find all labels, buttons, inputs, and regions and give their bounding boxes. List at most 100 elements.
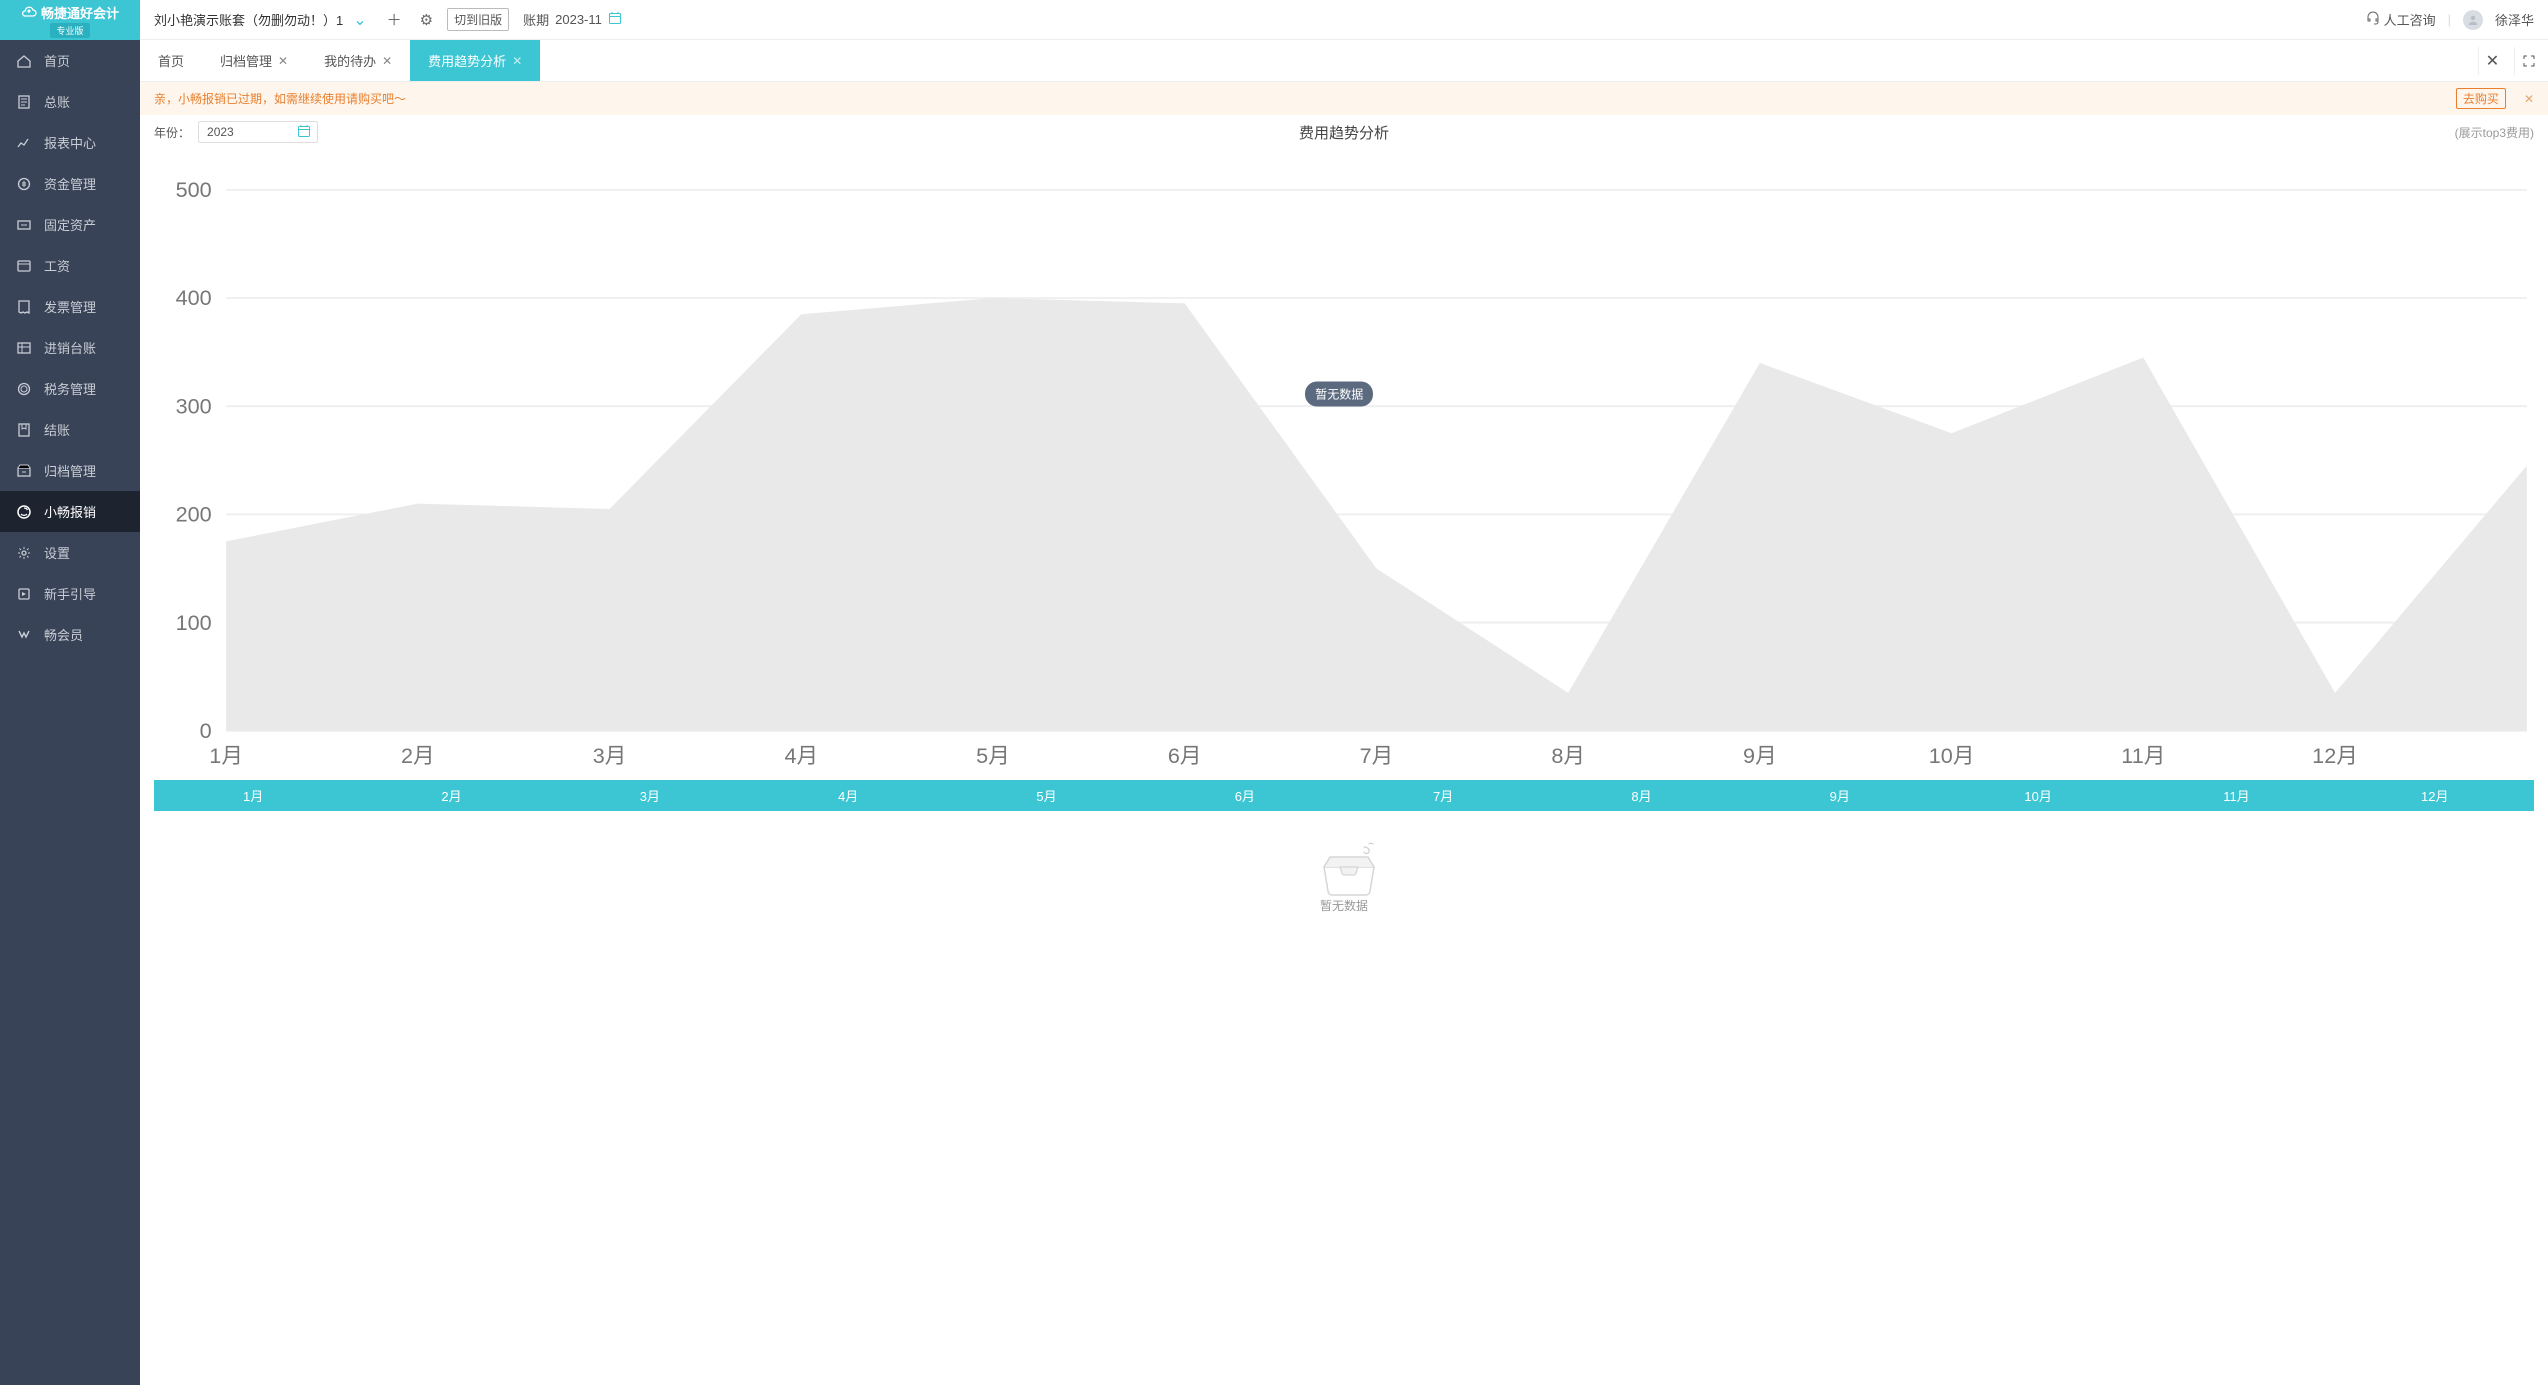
svg-text:400: 400 [176, 285, 212, 310]
filter-row: 年份： 2023 费用趋势分析 (展示top3费用) [154, 121, 2534, 143]
sidebar-item-asset[interactable]: 固定资产 [0, 204, 140, 245]
divider: | [2448, 12, 2451, 27]
buy-button[interactable]: 去购买 [2456, 88, 2506, 109]
svg-text:3月: 3月 [593, 743, 627, 768]
account-selector[interactable]: 刘小艳演示账套（勿删勿动！）1 ⌄ [154, 10, 373, 30]
sidebar-item-ledger[interactable]: 总账 [0, 81, 140, 122]
fullscreen-button[interactable] [2514, 47, 2542, 75]
svg-text:4月: 4月 [784, 743, 818, 768]
tab-bar: 首页归档管理✕我的待办✕费用趋势分析✕ ✕ [140, 40, 2548, 82]
svg-text:100: 100 [176, 610, 212, 635]
month-cell[interactable]: 2月 [352, 780, 550, 811]
sidebar-item-label: 归档管理 [44, 461, 96, 480]
month-cell[interactable]: 8月 [1542, 780, 1740, 811]
avatar[interactable] [2463, 10, 2483, 30]
month-strip: 1月2月3月4月5月6月7月8月9月10月11月12月 [154, 780, 2534, 811]
sidebar-item-fund[interactable]: 资金管理 [0, 163, 140, 204]
month-cell[interactable]: 12月 [2336, 780, 2534, 811]
sidebar-item-label: 报表中心 [44, 133, 96, 152]
inout-icon [16, 340, 32, 356]
month-cell[interactable]: 9月 [1741, 780, 1939, 811]
home-icon [16, 53, 32, 69]
calendar-icon [608, 11, 622, 28]
gear-icon[interactable]: ⚙ [416, 11, 437, 29]
setting-icon [16, 545, 32, 561]
month-cell[interactable]: 4月 [749, 780, 947, 811]
sidebar-item-guide[interactable]: 新手引导 [0, 573, 140, 614]
period-value: 2023-11 [555, 12, 602, 27]
sidebar-item-reimburse[interactable]: 小畅报销 [0, 491, 140, 532]
tab-归档管理[interactable]: 归档管理✕ [202, 40, 306, 81]
period-label: 账期 [523, 10, 549, 29]
sidebar-item-wage[interactable]: 工资 [0, 245, 140, 286]
close-tab-button[interactable]: ✕ [2478, 47, 2506, 75]
main-area: 刘小艳演示账套（勿删勿动！）1 ⌄ ＋ ⚙ 切到旧版 账期 2023-11 人工… [140, 0, 2548, 1385]
sidebar-item-invoice[interactable]: 发票管理 [0, 286, 140, 327]
notice-close-button[interactable]: ✕ [2524, 92, 2534, 106]
year-label: 年份： [154, 124, 190, 141]
year-picker[interactable]: 2023 [198, 121, 318, 143]
close-icon[interactable]: ✕ [382, 54, 392, 68]
month-cell[interactable]: 5月 [947, 780, 1145, 811]
month-cell[interactable]: 7月 [1344, 780, 1542, 811]
sidebar: 畅捷通好会计 专业版 首页总账报表中心资金管理固定资产工资发票管理进销台账税务管… [0, 0, 140, 1385]
month-cell[interactable]: 10月 [1939, 780, 2137, 811]
svg-text:11月: 11月 [2121, 743, 2165, 768]
close-icon [16, 422, 32, 438]
sidebar-item-label: 发票管理 [44, 297, 96, 316]
tab-label: 我的待办 [324, 51, 376, 70]
username: 徐泽华 [2495, 10, 2534, 29]
svg-text:10月: 10月 [1929, 743, 1975, 768]
month-cell[interactable]: 1月 [154, 780, 352, 811]
empty-box-icon [1314, 841, 1374, 887]
wage-icon [16, 258, 32, 274]
month-cell[interactable]: 3月 [551, 780, 749, 811]
sidebar-item-label: 资金管理 [44, 174, 96, 193]
calendar-icon [297, 124, 311, 141]
account-name: 刘小艳演示账套（勿删勿动！）1 [154, 10, 343, 29]
sidebar-item-close[interactable]: 结账 [0, 409, 140, 450]
fund-icon [16, 176, 32, 192]
brand-name: 畅捷通好会计 [41, 3, 119, 22]
sidebar-item-label: 结账 [44, 420, 70, 439]
tab-我的待办[interactable]: 我的待办 ✕ [306, 40, 410, 81]
sidebar-item-label: 工资 [44, 256, 70, 275]
guide-icon [16, 586, 32, 602]
consult-button[interactable]: 人工咨询 [2366, 10, 2436, 29]
svg-text:6月: 6月 [1168, 743, 1202, 768]
switch-old-version-button[interactable]: 切到旧版 [447, 8, 509, 31]
svg-text:200: 200 [176, 502, 212, 527]
svg-text:2月: 2月 [401, 743, 435, 768]
sidebar-item-label: 固定资产 [44, 215, 96, 234]
archive-icon [16, 463, 32, 479]
tab-费用趋势分析[interactable]: 费用趋势分析✕ [410, 40, 540, 81]
svg-text:12月: 12月 [2312, 743, 2358, 768]
reimburse-icon [16, 504, 32, 520]
chart-svg: 01002003004005001月2月3月4月5月6月7月8月9月10月11月… [154, 161, 2534, 774]
sidebar-item-home[interactable]: 首页 [0, 40, 140, 81]
period-picker[interactable]: 账期 2023-11 [523, 10, 622, 29]
sidebar-item-inout[interactable]: 进销台账 [0, 327, 140, 368]
expired-notice: 亲，小畅报销已过期，如需继续使用请购买吧～ 去购买 ✕ [140, 82, 2548, 115]
svg-text:8月: 8月 [1551, 743, 1585, 768]
month-cell[interactable]: 6月 [1146, 780, 1344, 811]
close-icon[interactable]: ✕ [512, 54, 522, 68]
close-icon[interactable]: ✕ [278, 54, 288, 68]
chart-note: (展示top3费用) [2455, 124, 2534, 141]
svg-text:0: 0 [200, 718, 212, 743]
chevron-down-icon: ⌄ [347, 10, 372, 30]
tab-首页[interactable]: 首页 [140, 40, 202, 81]
sidebar-item-label: 畅会员 [44, 625, 83, 644]
svg-text:9月: 9月 [1743, 743, 1777, 768]
sidebar-item-report[interactable]: 报表中心 [0, 122, 140, 163]
sidebar-item-vip[interactable]: 畅会员 [0, 614, 140, 655]
add-account-button[interactable]: ＋ [383, 9, 406, 30]
sidebar-item-label: 小畅报销 [44, 502, 96, 521]
month-cell[interactable]: 11月 [2137, 780, 2335, 811]
sidebar-item-tax[interactable]: 税务管理 [0, 368, 140, 409]
notice-text: 亲，小畅报销已过期，如需继续使用请购买吧～ [154, 90, 406, 107]
svg-text:300: 300 [176, 393, 212, 418]
sidebar-item-setting[interactable]: 设置 [0, 532, 140, 573]
sidebar-item-archive[interactable]: 归档管理 [0, 450, 140, 491]
year-value: 2023 [207, 125, 234, 139]
